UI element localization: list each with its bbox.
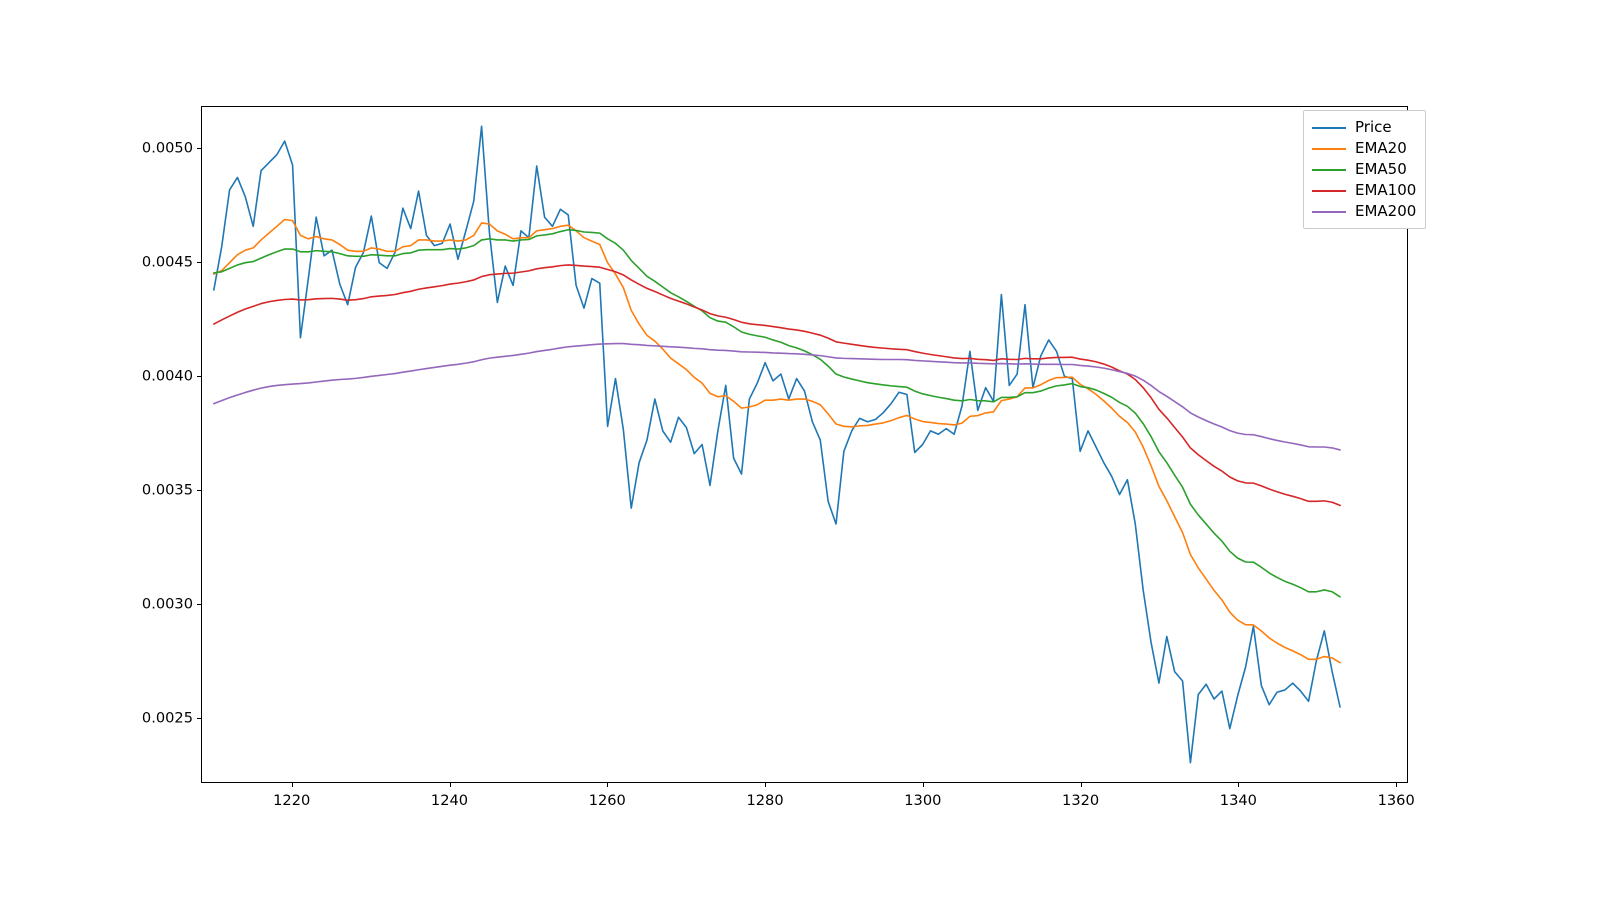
legend-swatch-ema20 <box>1312 147 1346 150</box>
y-tick-mark <box>197 604 201 606</box>
y-tick-label: 0.0025 <box>141 709 193 727</box>
y-tick-mark <box>197 490 201 492</box>
x-tick-mark <box>607 783 609 787</box>
x-tick-mark <box>291 783 293 787</box>
legend-item-ema20[interactable]: EMA20 <box>1312 138 1416 159</box>
y-tick-label: 0.0045 <box>141 253 193 271</box>
series-line-ema100 <box>214 265 1340 505</box>
series-line-ema50 <box>214 230 1340 597</box>
legend-swatch-ema200 <box>1312 210 1346 213</box>
y-tick-mark <box>197 262 201 264</box>
legend-item-ema200[interactable]: EMA200 <box>1312 201 1416 222</box>
y-tick-label: 0.0030 <box>141 595 193 613</box>
x-tick-mark <box>1080 783 1082 787</box>
x-tick-label: 1360 <box>1377 792 1415 809</box>
legend-swatch-price <box>1312 126 1346 129</box>
legend-swatch-ema50 <box>1312 168 1346 171</box>
legend-label: Price <box>1355 118 1392 136</box>
plot-area <box>201 106 1408 783</box>
x-tick-mark <box>765 783 767 787</box>
series-canvas <box>202 107 1407 782</box>
x-tick-label: 1300 <box>904 792 942 809</box>
legend-label: EMA200 <box>1355 202 1417 220</box>
y-tick-mark <box>197 718 201 720</box>
x-tick-mark <box>1396 783 1398 787</box>
x-tick-label: 1340 <box>1219 792 1257 809</box>
legend-swatch-ema100 <box>1312 189 1346 192</box>
series-line-price <box>214 126 1340 762</box>
x-tick-label: 1220 <box>273 792 311 809</box>
series-line-ema20 <box>214 219 1340 662</box>
y-tick-label: 0.0040 <box>141 367 193 385</box>
y-tick-mark <box>197 148 201 150</box>
legend-item-ema50[interactable]: EMA50 <box>1312 159 1416 180</box>
x-tick-label: 1320 <box>1062 792 1100 809</box>
legend: Price EMA20 EMA50 EMA100 EMA200 <box>1303 110 1427 229</box>
y-tick-label: 0.0050 <box>141 139 193 157</box>
legend-label: EMA100 <box>1355 181 1417 199</box>
x-tick-mark <box>449 783 451 787</box>
series-line-ema200 <box>214 344 1340 450</box>
y-tick-label: 0.0035 <box>141 481 193 499</box>
legend-item-price[interactable]: Price <box>1312 117 1416 138</box>
x-tick-mark <box>1238 783 1240 787</box>
y-tick-mark <box>197 376 201 378</box>
x-tick-mark <box>922 783 924 787</box>
legend-item-ema100[interactable]: EMA100 <box>1312 180 1416 201</box>
x-tick-label: 1280 <box>746 792 784 809</box>
x-tick-label: 1240 <box>430 792 469 809</box>
legend-label: EMA20 <box>1355 139 1407 157</box>
legend-label: EMA50 <box>1355 160 1407 178</box>
x-tick-label: 1260 <box>588 792 626 809</box>
